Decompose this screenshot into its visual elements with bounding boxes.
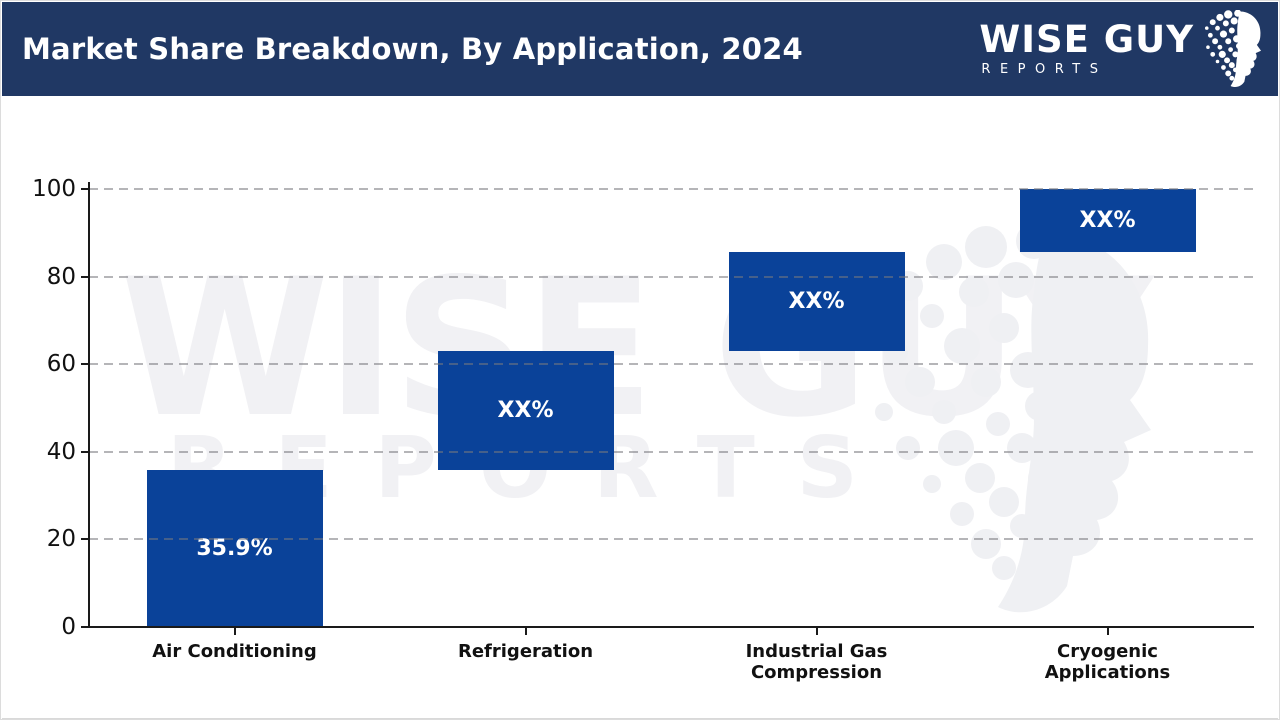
y-tick-label: 0 [61, 614, 76, 640]
gridline [89, 538, 1253, 541]
x-category-label-line: Compression [750, 662, 883, 683]
bar-value-label: XX% [1079, 208, 1136, 234]
header-bar: Market Share Breakdown, By Application, … [2, 2, 1278, 96]
x-axis-line [86, 626, 1254, 628]
bar-segment: 35.9% [146, 469, 323, 627]
x-category-label-line: Industrial Gas [745, 641, 888, 662]
y-axis-line [88, 182, 90, 628]
x-category-label: Industrial Gas Compression [667, 641, 967, 683]
y-tick-mark [81, 538, 89, 541]
y-tick-label: 60 [46, 351, 76, 378]
logo-text: WISE GUY REPORTS [979, 21, 1194, 77]
gridline [89, 450, 1253, 453]
x-category-label-line: Cryogenic [1057, 641, 1158, 662]
bar-value-label: XX% [788, 289, 845, 315]
x-tick-mark [233, 628, 236, 635]
gridline [89, 188, 1253, 190]
y-tick-label: 80 [46, 263, 76, 290]
y-tick-mark [81, 626, 89, 628]
x-tick-mark [524, 628, 527, 635]
y-tick-label: 100 [32, 176, 76, 202]
y-tick-mark [81, 188, 89, 190]
wiseguy-head-icon [1204, 10, 1262, 88]
logo-wordmark: WISE GUY [979, 18, 1194, 61]
bar-segment: XX% [437, 351, 614, 470]
gridline [89, 363, 1253, 366]
x-category-label: Refrigeration [376, 641, 676, 662]
y-tick-mark [81, 450, 89, 453]
x-tick-mark [815, 628, 818, 635]
bar-value-label: XX% [497, 397, 554, 423]
x-category-label-line: Air Conditioning [152, 641, 317, 662]
y-tick-mark [81, 363, 89, 366]
wiseguy-logo: WISE GUY REPORTS [979, 10, 1264, 88]
x-category-label-line: Refrigeration [457, 641, 594, 662]
bar-segment: XX% [728, 252, 905, 352]
x-category-label: Air Conditioning [85, 641, 385, 662]
x-category-label-line: Applications [1044, 662, 1171, 683]
page-title: Market Share Breakdown, By Application, … [22, 32, 803, 66]
watermark-head-icon [869, 226, 1151, 613]
bar-segment: XX% [1019, 189, 1196, 253]
logo-subtitle: REPORTS [981, 62, 1108, 77]
x-tick-mark [1106, 628, 1109, 635]
plot-area: 0 20 40 60 80 100 35.9% Air Conditioning XX% Refr… [2, 96, 1278, 718]
y-tick-label: 20 [46, 526, 76, 553]
gridline [89, 275, 1253, 278]
x-category-label: Cryogenic Applications [958, 641, 1258, 683]
y-tick-mark [81, 275, 89, 278]
y-tick-label: 40 [46, 438, 76, 465]
